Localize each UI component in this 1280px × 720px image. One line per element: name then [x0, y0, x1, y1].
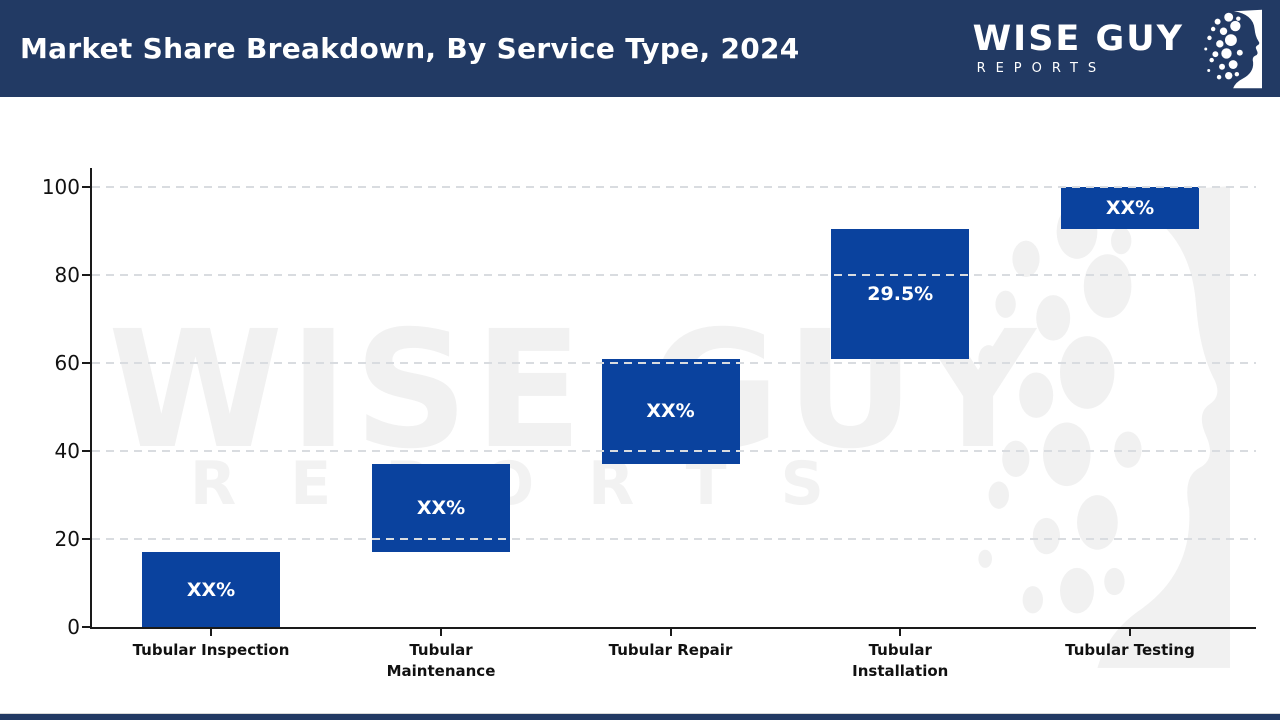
chart-title: Market Share Breakdown, By Service Type,…: [20, 32, 800, 65]
bar-value-label: XX%: [186, 578, 236, 601]
bar-value-label: XX%: [1105, 196, 1155, 219]
y-tick-label: 80: [54, 263, 80, 287]
footer-bar: [0, 714, 1280, 720]
brand-logo: WISE GUY REPORTS: [973, 8, 1262, 90]
y-tick-mark: [82, 626, 90, 628]
x-tick-label: Tubular Inspection: [132, 641, 290, 659]
gridline: [92, 274, 1256, 276]
x-axis-line: [90, 627, 1256, 629]
y-tick-label: 0: [67, 615, 80, 639]
watermark-text-sub: REPORTS: [190, 449, 878, 519]
logo-wordmark: WISE GUY REPORTS: [972, 18, 1184, 76]
gridline: [92, 450, 1256, 452]
chart-area: WISE GUY REPORTS 0 20 40 60 80 100 XX% Tubular …: [0, 97, 1280, 714]
x-tick-label: Tubular Maintenance: [386, 641, 496, 680]
x-tick-label: Tubular Testing: [1065, 641, 1195, 659]
y-tick-mark: [82, 538, 90, 540]
bar-value-label: XX%: [416, 497, 466, 520]
x-tick-label: Tubular Repair: [608, 641, 733, 659]
y-tick-mark: [82, 186, 90, 188]
y-tick-mark: [82, 274, 90, 276]
gridline: [92, 362, 1256, 364]
logo-wordmark-main: WISE GUY: [972, 18, 1184, 59]
bar-tubular-inspection: XX%: [142, 552, 280, 627]
header: Market Share Breakdown, By Service Type,…: [0, 0, 1280, 97]
y-tick-label: 100: [41, 175, 80, 199]
bar-value-label: 29.5%: [867, 282, 934, 305]
y-axis-line: [90, 168, 92, 629]
y-tick-label: 20: [54, 527, 80, 551]
gridline: [92, 538, 1256, 540]
bar-tubular-repair: XX%: [601, 358, 740, 465]
bar-tubular-testing: XX%: [1061, 187, 1199, 229]
x-tick-mark: [899, 629, 902, 636]
x-tick-mark: [440, 629, 442, 636]
x-tick-label: Tubular Installation: [852, 641, 949, 680]
watermark-face-icon: [964, 186, 1230, 668]
y-tick-mark: [82, 362, 90, 364]
x-tick-mark: [669, 629, 672, 636]
x-tick-mark: [210, 629, 212, 636]
gridline: [92, 186, 1256, 188]
y-tick-mark: [82, 450, 90, 452]
bar-value-label: XX%: [646, 400, 695, 423]
logo-face-icon: [1204, 9, 1262, 88]
y-tick-label: 60: [54, 351, 80, 375]
bar-tubular-maintenance: XX%: [372, 464, 510, 553]
footer-divider: [0, 713, 1280, 714]
bar-tubular-installation: 29.5%: [831, 228, 970, 359]
x-tick-mark: [1129, 629, 1131, 636]
y-tick-label: 40: [54, 439, 80, 463]
logo-wordmark-sub: REPORTS: [976, 60, 1107, 76]
